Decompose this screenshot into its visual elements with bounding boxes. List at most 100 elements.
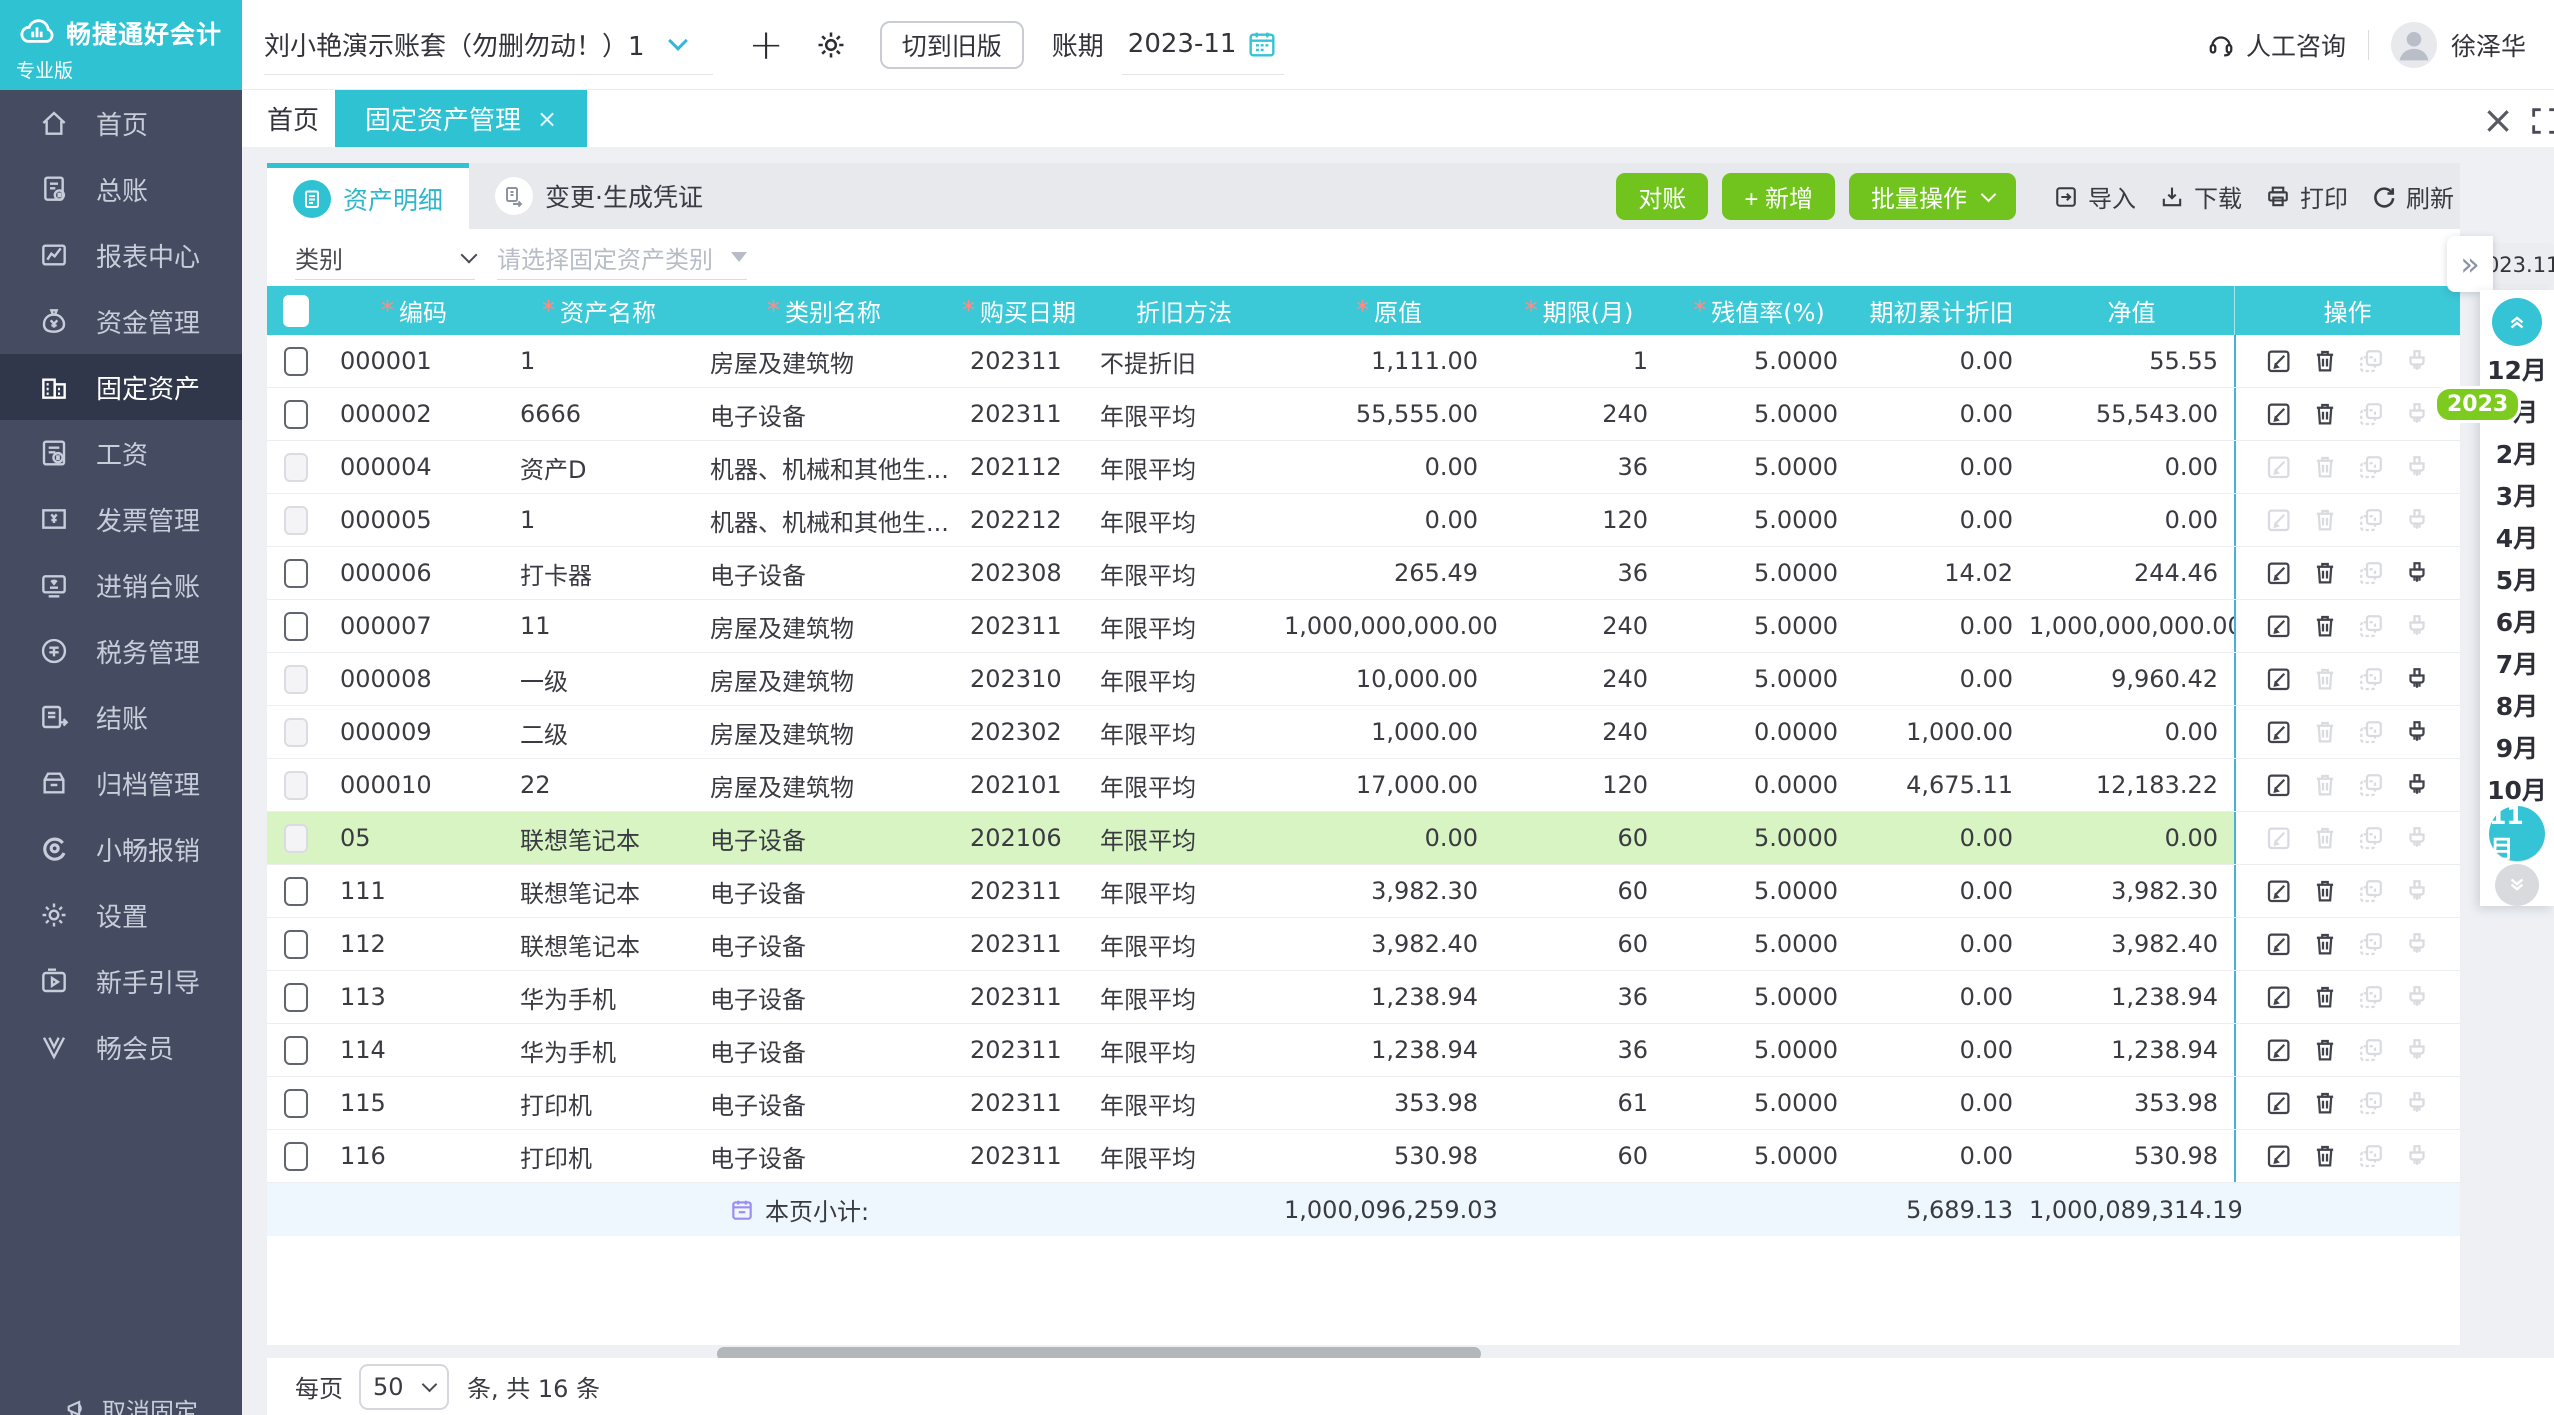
delete-icon[interactable] [2310, 929, 2340, 959]
row-checkbox[interactable] [283, 929, 308, 959]
calendar-scroll-up-button[interactable] [2492, 298, 2542, 346]
calendar-month-3[interactable]: 2月 [2495, 439, 2539, 469]
sidebar-item-trade[interactable]: 进销台账 [0, 552, 242, 618]
delete-icon[interactable] [2310, 346, 2340, 376]
sidebar-item-tax[interactable]: 税务管理 [0, 618, 242, 684]
sidebar-item-asset[interactable]: 固定资产 [0, 354, 242, 420]
account-set-selector[interactable]: 刘小艳演示账套（勿删勿动！）1 [264, 15, 713, 75]
add-account-set-button[interactable]: + [748, 19, 784, 69]
period-picker[interactable]: 2023-11 [1121, 15, 1285, 75]
edit-icon[interactable] [2264, 346, 2294, 376]
select-all-checkbox[interactable] [282, 294, 309, 327]
sidebar-item-label: 资金管理 [96, 308, 201, 339]
cell-months: 240 [1602, 400, 1648, 428]
edit-icon[interactable] [2264, 1035, 2294, 1065]
horizontal-scrollbar[interactable] [717, 1347, 1481, 1361]
calendar-collapse-button[interactable]: » [2447, 236, 2493, 292]
edit-icon[interactable] [2264, 982, 2294, 1012]
edit-icon[interactable] [2264, 1088, 2294, 1118]
page-size-select[interactable]: 50 [359, 1363, 449, 1410]
brush-icon[interactable] [2402, 717, 2432, 747]
close-icon[interactable]: × [2482, 98, 2514, 142]
brush-icon[interactable] [2402, 770, 2432, 800]
sidebar-item-report[interactable]: 报表中心 [0, 222, 242, 288]
row-checkbox[interactable] [283, 399, 308, 429]
sidebar-item-ledger[interactable]: 总账 [0, 156, 242, 222]
sidebar-item-closing[interactable]: 结账 [0, 684, 242, 750]
tab-fixed-assets[interactable]: 固定资产管理 × [335, 90, 587, 147]
tab-home[interactable]: 首页 [267, 106, 320, 136]
subtab-asset-detail[interactable]: 资产明细 [267, 163, 470, 229]
row-checkbox[interactable] [283, 558, 308, 588]
edit-icon[interactable] [2264, 876, 2294, 906]
calendar-month-1[interactable]: 12月 [2487, 355, 2547, 385]
cell-original: 1,000.00 [1371, 718, 1478, 746]
row-checkbox[interactable] [283, 1088, 308, 1118]
support-button[interactable]: 人工咨询 [2206, 27, 2346, 63]
delete-icon[interactable] [2310, 558, 2340, 588]
sidebar-unpin[interactable]: 取消固定 [0, 1387, 198, 1415]
row-checkbox[interactable] [283, 611, 308, 641]
delete-icon[interactable] [2310, 399, 2340, 429]
calendar-month-5[interactable]: 4月 [2495, 523, 2539, 553]
calendar-month-11[interactable]: 10月 [2487, 775, 2547, 805]
row-checkbox[interactable] [283, 876, 308, 906]
sidebar-item-guide[interactable]: 新手引导 [0, 948, 242, 1014]
print-button[interactable]: 打印 [2264, 179, 2348, 214]
subtab-change-voucher[interactable]: 变更·生成凭证 [469, 163, 729, 229]
import-button[interactable]: 导入 [2052, 179, 2136, 214]
brush-icon[interactable] [2402, 664, 2432, 694]
row-checkbox[interactable] [283, 982, 308, 1012]
sidebar-item-archive[interactable]: 归档管理 [0, 750, 242, 816]
delete-icon[interactable] [2310, 876, 2340, 906]
sidebar-item-payroll[interactable]: 工资 [0, 420, 242, 486]
calendar-month-4[interactable]: 3月 [2495, 481, 2539, 511]
delete-icon[interactable] [2310, 1035, 2340, 1065]
calendar-month-9[interactable]: 8月 [2495, 691, 2539, 721]
calendar-month-8[interactable]: 7月 [2495, 649, 2539, 679]
period-label: 账期 [1051, 32, 1104, 62]
sidebar-item-invoice[interactable]: 发票管理 [0, 486, 242, 552]
row-checkbox[interactable] [283, 1035, 308, 1065]
delete-icon[interactable] [2310, 982, 2340, 1012]
account-set-name: 刘小艳演示账套（勿删勿动！）1 [264, 31, 645, 62]
sidebar-item-reimburse[interactable]: 小畅报销 [0, 816, 242, 882]
tab-close-icon[interactable]: × [536, 104, 558, 133]
reconcile-button[interactable]: 对账 [1616, 173, 1709, 220]
calendar-month-10[interactable]: 9月 [2495, 733, 2539, 763]
table-row: 000001 1 房屋及建筑物 202311 不提折旧 1,111.00 1 5.0000 0.… [267, 335, 2460, 388]
sidebar-item-home[interactable]: 首页 [0, 90, 242, 156]
brush-icon [2402, 346, 2432, 376]
calendar-month-12[interactable]: 11月 [2489, 801, 2545, 864]
fullscreen-icon[interactable] [2528, 104, 2554, 138]
row-checkbox[interactable] [283, 1141, 308, 1171]
sidebar-item-member[interactable]: 畅会员 [0, 1014, 242, 1080]
edit-icon[interactable] [2264, 717, 2294, 747]
edit-icon[interactable] [2264, 770, 2294, 800]
settings-gear-icon[interactable] [814, 28, 848, 62]
asset-category-select[interactable]: 请选择固定资产类别 [497, 236, 747, 280]
edit-icon[interactable] [2264, 929, 2294, 959]
edit-icon[interactable] [2264, 1141, 2294, 1171]
calendar-month-7[interactable]: 6月 [2495, 607, 2539, 637]
delete-icon[interactable] [2310, 611, 2340, 641]
edit-icon[interactable] [2264, 558, 2294, 588]
sidebar-item-fund[interactable]: 资金管理 [0, 288, 242, 354]
row-checkbox[interactable] [283, 346, 308, 376]
edit-icon[interactable] [2264, 611, 2294, 641]
add-asset-button[interactable]: + 新增 [1722, 173, 1835, 220]
cell-operations [2234, 547, 2460, 599]
batch-actions-button[interactable]: 批量操作 [1849, 173, 2016, 220]
calendar-month-6[interactable]: 5月 [2495, 565, 2539, 595]
switch-old-version-button[interactable]: 切到旧版 [879, 20, 1024, 69]
edit-icon[interactable] [2264, 664, 2294, 694]
user-menu[interactable]: 徐泽华 [2390, 21, 2526, 68]
delete-icon[interactable] [2310, 1141, 2340, 1171]
delete-icon[interactable] [2310, 1088, 2340, 1118]
category-select[interactable]: 类别 [295, 236, 478, 280]
edit-icon[interactable] [2264, 399, 2294, 429]
refresh-button[interactable]: 刷新 [2370, 179, 2454, 214]
sidebar-item-gear[interactable]: 设置 [0, 882, 242, 948]
brush-icon[interactable] [2402, 558, 2432, 588]
download-button[interactable]: 下载 [2158, 179, 2242, 214]
